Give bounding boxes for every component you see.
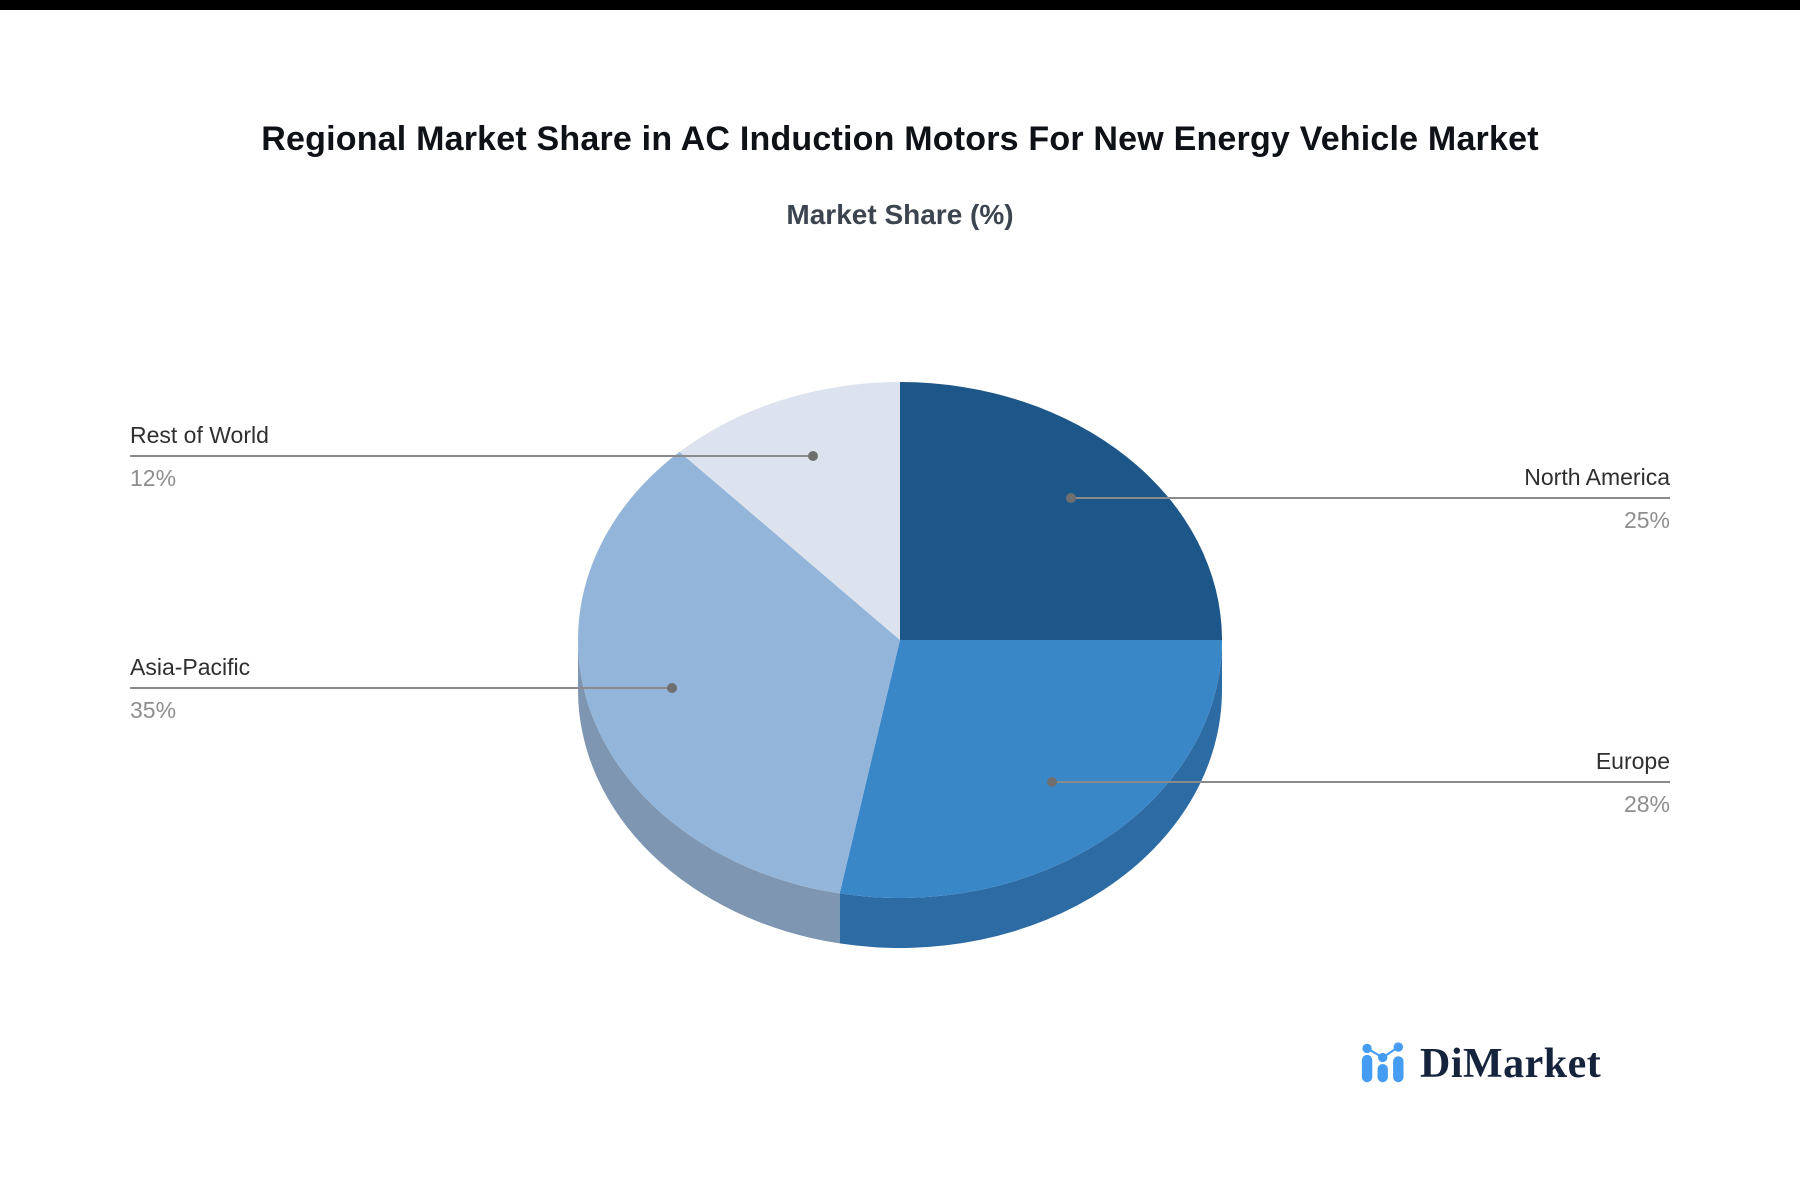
category-label: North America bbox=[1524, 464, 1670, 490]
category-label: Europe bbox=[1595, 748, 1670, 774]
logo-dot bbox=[1362, 1043, 1372, 1054]
pie-slice-asia-pacific bbox=[577, 451, 900, 894]
leader-line bbox=[130, 455, 813, 457]
category-label: Rest of World bbox=[130, 422, 269, 448]
leader-dot bbox=[667, 683, 677, 693]
leader-line bbox=[1071, 497, 1670, 499]
bar-chart-icon bbox=[1361, 1042, 1404, 1083]
pie-rim-asia-pacific bbox=[578, 640, 840, 944]
leader-dot bbox=[1066, 493, 1076, 503]
logo-bar bbox=[1361, 1054, 1373, 1083]
chart-subtitle: Market Share (%) bbox=[786, 199, 1014, 230]
pie-slice-europe bbox=[839, 640, 1222, 899]
logo-bar bbox=[1377, 1064, 1388, 1083]
brand-logo-text: DiMarket bbox=[1420, 1041, 1602, 1087]
leader-dot bbox=[808, 451, 818, 461]
brand-logo: DiMarket bbox=[1358, 1038, 1601, 1090]
category-value: 28% bbox=[1623, 791, 1670, 817]
pie-slice-rest-of-world bbox=[679, 382, 900, 640]
pie-rim-europe bbox=[839, 640, 1222, 948]
leader-line bbox=[1052, 781, 1670, 783]
chart-title: Regional Market Share in AC Induction Mo… bbox=[261, 120, 1539, 158]
pie-slice-north-america bbox=[900, 382, 1222, 640]
category-value: 25% bbox=[1623, 507, 1670, 533]
leader-dot bbox=[1047, 777, 1057, 787]
window-top-edge bbox=[0, 0, 1800, 10]
logo-dot bbox=[1378, 1052, 1388, 1063]
leader-line bbox=[130, 687, 672, 689]
category-label: Asia-Pacific bbox=[130, 654, 251, 680]
logo-dot bbox=[1393, 1042, 1403, 1052]
category-value: 35% bbox=[130, 697, 177, 723]
category-value: 12% bbox=[130, 465, 177, 491]
logo-bar bbox=[1393, 1056, 1404, 1083]
